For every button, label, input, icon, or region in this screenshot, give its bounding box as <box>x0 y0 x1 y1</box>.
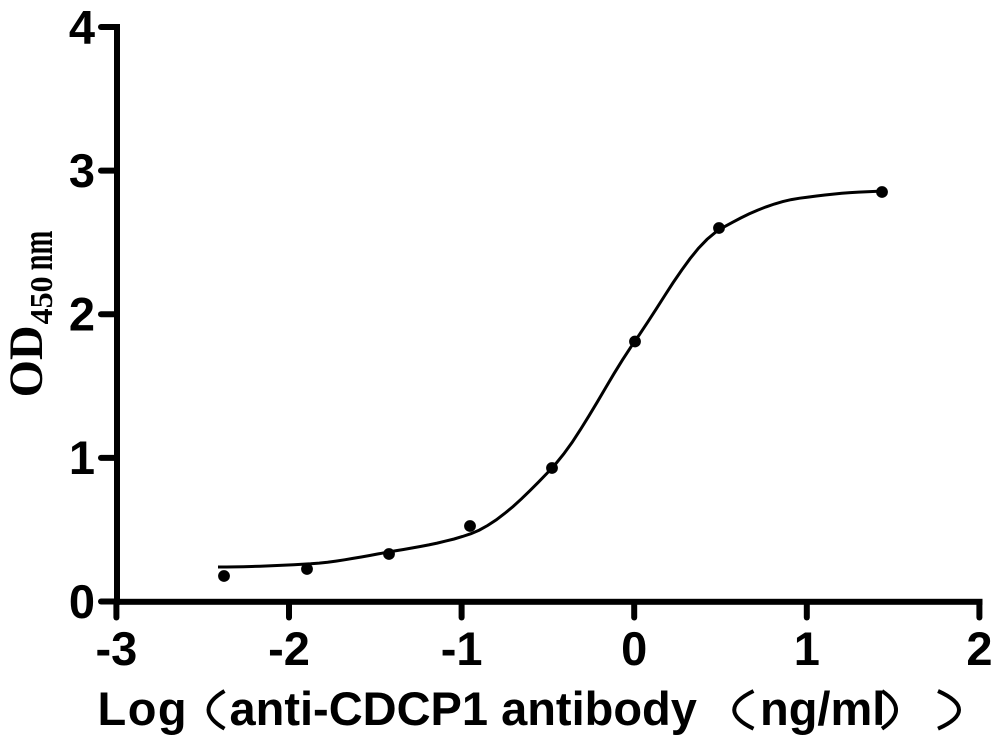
svg-text:ng/ml: ng/ml <box>760 682 885 735</box>
svg-text:2: 2 <box>69 288 95 341</box>
svg-text:-2: -2 <box>268 622 310 675</box>
svg-text:-1: -1 <box>441 622 483 675</box>
svg-text:0: 0 <box>69 575 95 628</box>
svg-text:anti-CDCP1 antibody: anti-CDCP1 antibody <box>230 682 697 735</box>
svg-text:3: 3 <box>69 144 95 197</box>
svg-text:nm: nm <box>14 231 63 271</box>
svg-text:0: 0 <box>621 622 647 675</box>
svg-text:2: 2 <box>966 622 992 675</box>
svg-text:Log: Log <box>98 682 189 735</box>
svg-text:-3: -3 <box>96 622 138 675</box>
svg-text:4: 4 <box>69 0 95 53</box>
svg-text:1: 1 <box>794 622 820 675</box>
svg-text:1: 1 <box>69 431 95 484</box>
